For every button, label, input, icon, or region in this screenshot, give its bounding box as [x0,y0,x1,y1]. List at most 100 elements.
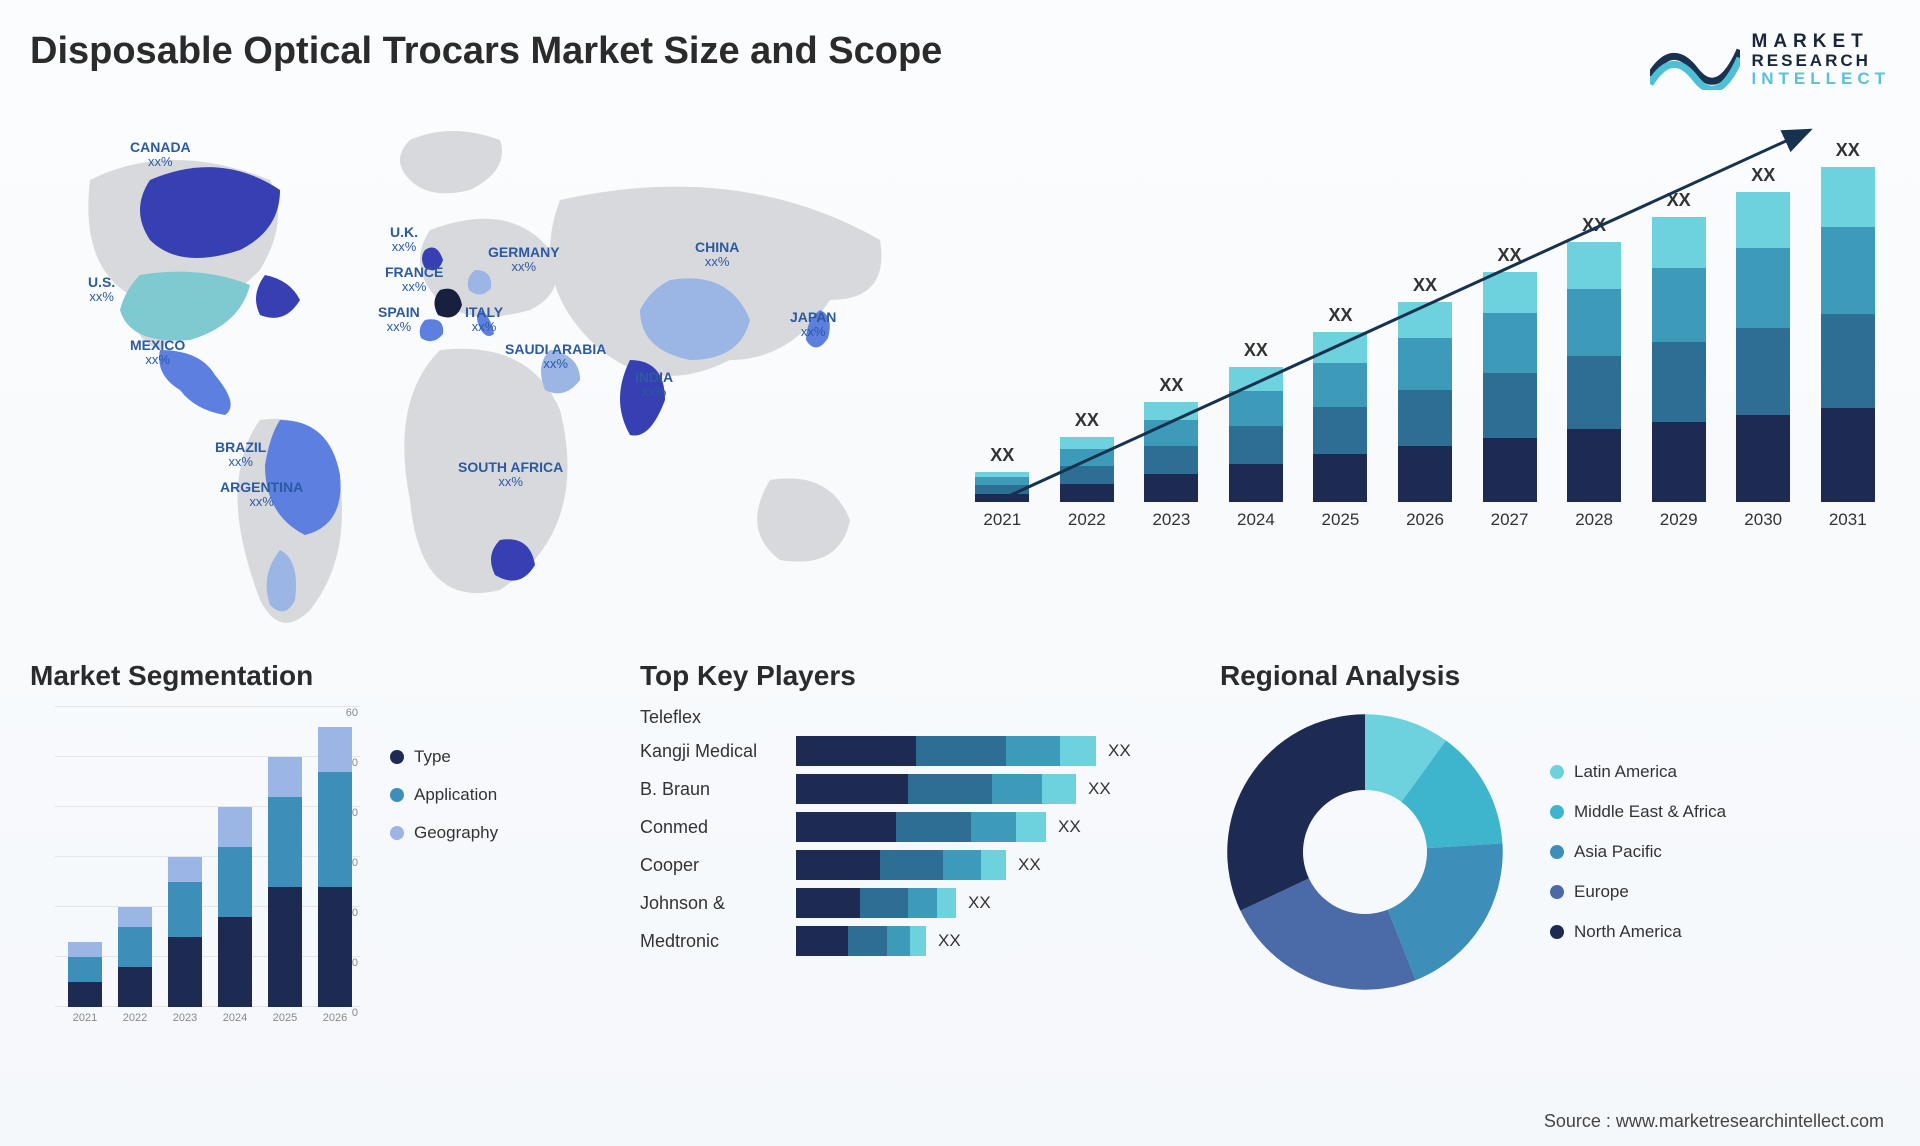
growth-segment [1060,449,1114,466]
growth-column: XX2024 [1214,340,1299,530]
growth-segment [1652,342,1706,422]
segmentation-chart: 0102030405060202120222023202420252026 [30,707,360,1037]
growth-segment [1567,356,1621,429]
growth-bar [1483,272,1537,502]
growth-segment [1821,314,1875,408]
player-bar [796,926,926,956]
country-label: CHINAxx% [695,240,739,270]
growth-column: XX2026 [1383,275,1468,530]
player-row: Teleflex [640,707,1200,728]
legend-item: Geography [390,823,498,843]
seg-segment [118,967,152,1007]
seg-xlabel: 2025 [273,1012,297,1037]
growth-segment [1652,422,1706,502]
player-row: Kangji Medical XX [640,736,1200,766]
growth-segment [1652,217,1706,268]
growth-toplabel: XX [1328,305,1352,326]
player-segment [880,850,943,880]
seg-segment [168,937,202,1007]
regional-donut [1220,707,1510,997]
growth-segment [975,477,1029,485]
segmentation-chart-area: 0102030405060202120222023202420252026 Ty… [30,707,620,1037]
segmentation-title: Market Segmentation [30,660,620,692]
growth-segment [1229,367,1283,391]
seg-segment [168,857,202,882]
legend-label: Asia Pacific [1574,842,1662,862]
player-barwrap: XX [796,812,1200,842]
brand-logo: MARKET RESEARCH INTELLECT [1650,30,1891,90]
seg-segment [168,882,202,937]
player-bar [796,812,1046,842]
legend-dot-icon [390,750,404,764]
legend-item: Type [390,747,498,767]
seg-xlabel: 2022 [123,1012,147,1037]
growth-toplabel: XX [1159,375,1183,396]
legend-dot-icon [1550,765,1564,779]
country-label: JAPANxx% [790,310,836,340]
player-segment [860,888,908,918]
growth-toplabel: XX [1667,190,1691,211]
player-segment [796,812,896,842]
player-barwrap: XX [796,850,1200,880]
map-region [120,272,250,341]
growth-bar [1736,192,1790,502]
legend-label: Latin America [1574,762,1677,782]
legend-dot-icon [1550,805,1564,819]
growth-segment [1144,420,1198,446]
seg-segment [218,847,252,917]
growth-segment [1313,407,1367,455]
legend-item: Middle East & Africa [1550,802,1726,822]
growth-bar [1313,332,1367,502]
player-segment [796,888,860,918]
regional-panel: Regional Analysis Latin AmericaMiddle Ea… [1220,660,1890,1090]
player-segment [910,926,926,956]
growth-column: XX 2025 [1298,305,1383,530]
country-label: BRAZILxx% [215,440,266,470]
growth-toplabel: XX [1836,140,1860,161]
seg-column [118,907,152,1007]
seg-segment [268,797,302,887]
seg-xlabels: 202120222023202420252026 [60,1012,360,1037]
seg-segment [118,907,152,927]
seg-segment [68,942,102,957]
growth-toplabel: XX [1075,410,1099,431]
player-segment [908,888,937,918]
seg-column [68,942,102,1007]
growth-column: XX2030 [1721,165,1806,530]
legend-dot-icon [1550,845,1564,859]
growth-column: XX2023 [1129,375,1214,530]
growth-bar [1229,367,1283,502]
player-value: XX [1088,779,1111,799]
source-text: Source : www.marketresearchintellect.com [1544,1111,1884,1132]
growth-segment [1567,289,1621,357]
growth-bar [1060,437,1114,502]
growth-xlabel: 2021 [983,510,1021,530]
regional-content: Latin America Middle East & Africa Asia Pa… [1220,707,1890,997]
country-label: INDIAxx% [635,370,673,400]
growth-bar [1821,167,1875,502]
growth-xlabel: 2022 [1068,510,1106,530]
top-row: CANADAxx%U.S.xx%MEXICOxx%BRAZILxx%ARGENT… [30,110,1890,630]
player-name: Kangji Medical [640,741,780,762]
growth-column: XX2021 [960,445,1045,530]
player-value: XX [1108,741,1131,761]
bottom-row: Market Segmentation 01020304050602021202… [30,660,1890,1090]
legend-label: Middle East & Africa [1574,802,1726,822]
segmentation-panel: Market Segmentation 01020304050602021202… [30,660,620,1090]
keyplayers-list: TeleflexKangji MedicalXXB. BraunXXConmed… [640,707,1200,956]
growth-segment [1229,464,1283,502]
growth-segment [1483,438,1537,502]
growth-xlabel: 2025 [1322,510,1360,530]
world-map-svg [30,110,920,630]
growth-bar [1652,217,1706,502]
growth-xlabel: 2029 [1660,510,1698,530]
growth-bar [1398,302,1452,502]
growth-segment [1736,248,1790,329]
growth-segment [1398,446,1452,502]
country-label: SOUTH AFRICAxx% [458,460,563,490]
growth-segment [1567,242,1621,289]
growth-segment [1736,328,1790,415]
infographic-root: Disposable Optical Trocars Market Size a… [0,0,1920,1146]
growth-segment [1313,454,1367,502]
player-value: XX [968,893,991,913]
